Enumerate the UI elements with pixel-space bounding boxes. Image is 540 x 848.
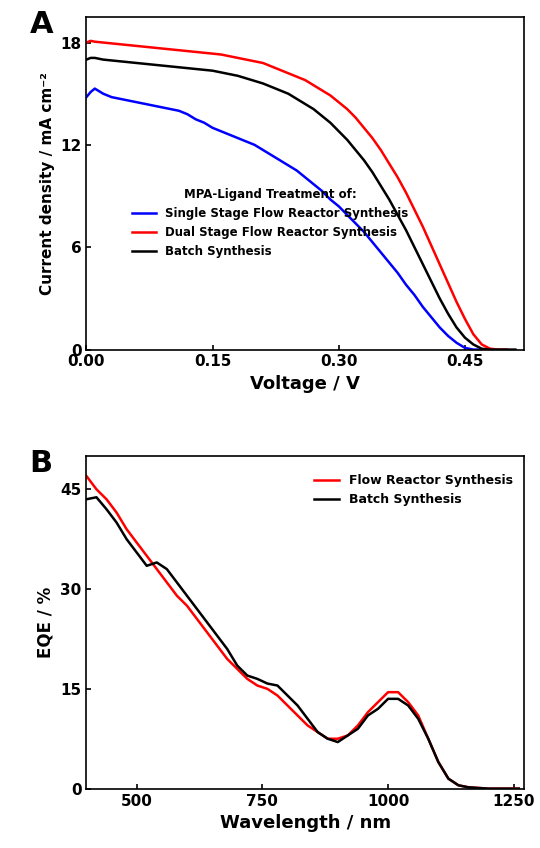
Y-axis label: Current density / mA cm⁻²: Current density / mA cm⁻²	[40, 72, 55, 295]
X-axis label: Voltage / V: Voltage / V	[250, 375, 360, 393]
Text: B: B	[30, 449, 53, 478]
Text: A: A	[30, 10, 53, 39]
X-axis label: Wavelength / nm: Wavelength / nm	[220, 814, 390, 832]
Y-axis label: EQE / %: EQE / %	[37, 587, 55, 658]
Legend: Flow Reactor Synthesis, Batch Synthesis: Flow Reactor Synthesis, Batch Synthesis	[308, 469, 517, 511]
Legend: Single Stage Flow Reactor Synthesis, Dual Stage Flow Reactor Synthesis, Batch Sy: Single Stage Flow Reactor Synthesis, Dua…	[127, 184, 413, 263]
